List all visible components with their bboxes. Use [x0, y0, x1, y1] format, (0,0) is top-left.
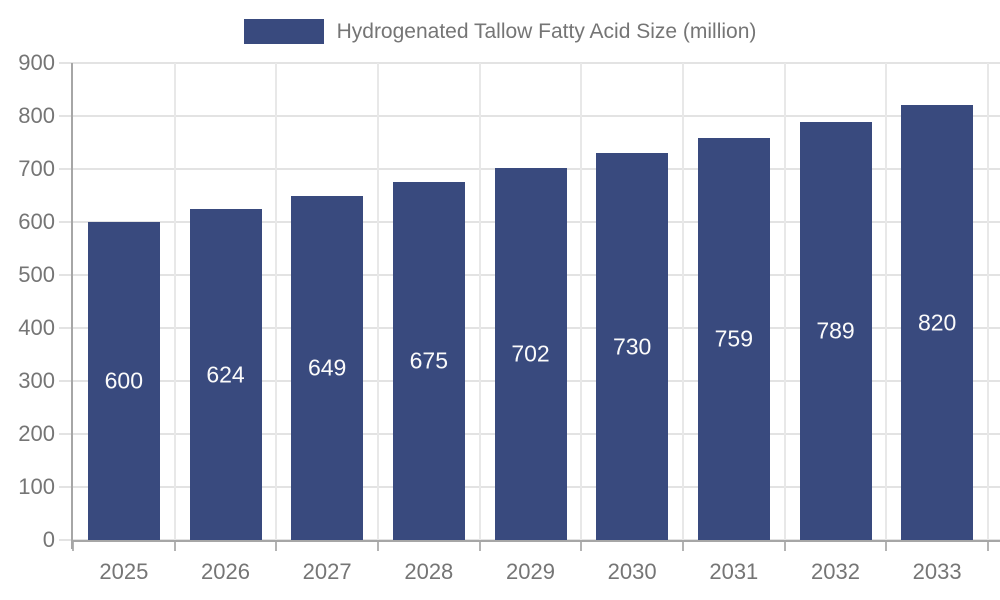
bar-2033: 820	[901, 105, 974, 540]
x-axis-tick-label: 2028	[404, 559, 454, 584]
x-axis-tick-label: 2031	[709, 559, 759, 584]
category-boundary-gridline	[682, 63, 684, 540]
x-axis-line	[71, 540, 1000, 542]
bar-value-label: 649	[307, 354, 347, 381]
bar-2026: 624	[189, 209, 262, 540]
y-axis-tick-label: 500	[18, 262, 55, 287]
x-tick-mark	[72, 542, 74, 551]
category-boundary-gridline	[783, 63, 786, 540]
bar-2030: 730	[596, 153, 669, 540]
chart-legend: Hydrogenated Tallow Fatty Acid Size (mil…	[0, 19, 1000, 44]
x-tick-mark	[885, 542, 888, 551]
x-tick-mark	[682, 542, 684, 551]
bar-value-label: 624	[206, 361, 245, 388]
bar-value-label: 789	[816, 317, 855, 344]
bar-value-label: 820	[917, 309, 957, 336]
bar-2025: 600	[87, 222, 160, 540]
y-axis-tick-label: 400	[18, 315, 55, 340]
x-tick-mark	[173, 542, 176, 551]
legend-label: Hydrogenated Tallow Fatty Acid Size (mil…	[336, 19, 757, 43]
category-boundary-gridline	[377, 63, 379, 540]
y-axis-tick-label: 700	[18, 156, 55, 181]
bar-2032: 789	[799, 121, 872, 540]
bar-value-label: 702	[511, 340, 550, 367]
y-axis-tick-label: 200	[18, 421, 55, 446]
bar-value-label: 730	[612, 333, 652, 360]
bar-2028: 675	[392, 182, 465, 540]
y-axis-tick-label: 600	[18, 209, 55, 234]
bar-value-label: 675	[409, 347, 449, 374]
category-boundary-gridline	[987, 63, 989, 540]
x-tick-mark	[580, 542, 583, 551]
x-axis-tick-label: 2029	[506, 559, 555, 584]
y-axis-line	[71, 63, 73, 549]
category-boundary-gridline	[173, 63, 176, 540]
y-gridline	[59, 62, 1000, 64]
category-boundary-gridline	[275, 63, 278, 540]
x-tick-mark	[377, 542, 379, 551]
x-tick-mark	[275, 542, 278, 551]
category-boundary-gridline	[478, 63, 481, 540]
category-boundary-gridline	[885, 63, 888, 540]
x-tick-mark	[783, 542, 786, 551]
x-axis-tick-label: 2033	[912, 559, 962, 584]
x-tick-mark	[478, 542, 481, 551]
y-axis-tick-label: 800	[18, 103, 55, 128]
y-axis-tick-label: 0	[42, 527, 55, 552]
plot-area: 0 100 200 300 400 500 600 700 800 900 600 2025 624 20…	[18, 51, 1000, 584]
x-axis-tick-label: 2032	[811, 559, 860, 584]
x-tick-mark	[987, 542, 989, 551]
bar-2027: 649	[291, 196, 364, 540]
category-boundary-gridline	[580, 63, 583, 540]
y-gridline	[59, 115, 1000, 117]
x-axis-tick-label: 2025	[99, 559, 149, 584]
bar-2029: 702	[494, 167, 567, 540]
y-axis-tick-label: 300	[18, 368, 55, 393]
x-axis-tick-label: 2030	[607, 559, 657, 584]
y-axis-tick-label: 900	[18, 50, 55, 75]
bar-value-label: 759	[714, 325, 754, 352]
legend-swatch	[243, 19, 324, 44]
y-axis-tick-label: 100	[18, 474, 55, 499]
x-axis-tick-label: 2027	[302, 559, 352, 584]
x-axis-tick-label: 2026	[201, 559, 250, 584]
bar-2031: 759	[697, 137, 770, 540]
bar-value-label: 600	[104, 367, 144, 394]
